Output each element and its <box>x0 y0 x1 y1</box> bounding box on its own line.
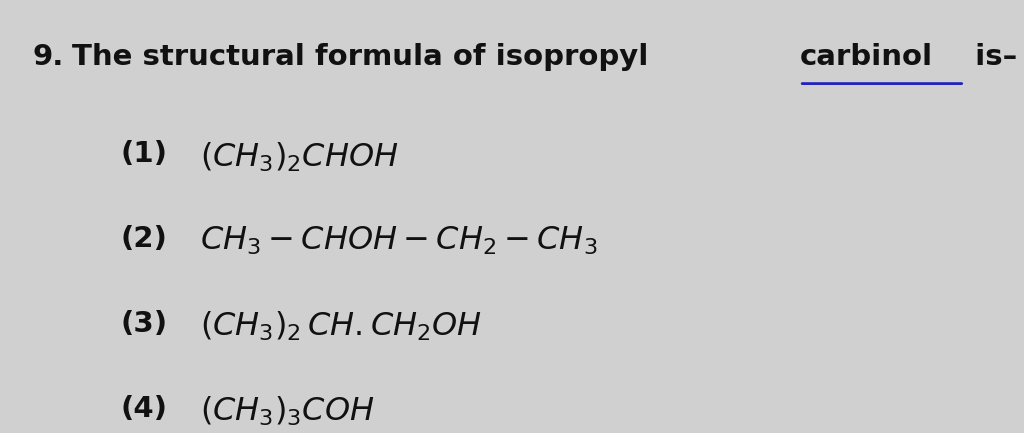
Text: The structural formula of isopropyl: The structural formula of isopropyl <box>72 43 658 71</box>
Text: (3): (3) <box>121 310 168 338</box>
Text: The structural formula of isopropyl: The structural formula of isopropyl <box>72 43 658 71</box>
Text: $(CH_{3})_{2}\,CH.CH_{2}OH$: $(CH_{3})_{2}\,CH.CH_{2}OH$ <box>200 310 481 343</box>
Text: (2): (2) <box>121 225 168 253</box>
Text: 9.: 9. <box>33 43 63 71</box>
Text: $(CH_{3})_{3}COH$: $(CH_{3})_{3}COH$ <box>200 395 375 428</box>
Text: is–: is– <box>965 43 1017 71</box>
Text: (1): (1) <box>121 140 168 168</box>
Text: carbinol: carbinol <box>800 43 933 71</box>
Text: $(CH_{3})_{2}CHOH$: $(CH_{3})_{2}CHOH$ <box>200 140 398 174</box>
Text: (4): (4) <box>121 395 168 423</box>
Text: $CH_{3}-CHOH-CH_{2}-CH_{3}$: $CH_{3}-CHOH-CH_{2}-CH_{3}$ <box>200 225 597 257</box>
